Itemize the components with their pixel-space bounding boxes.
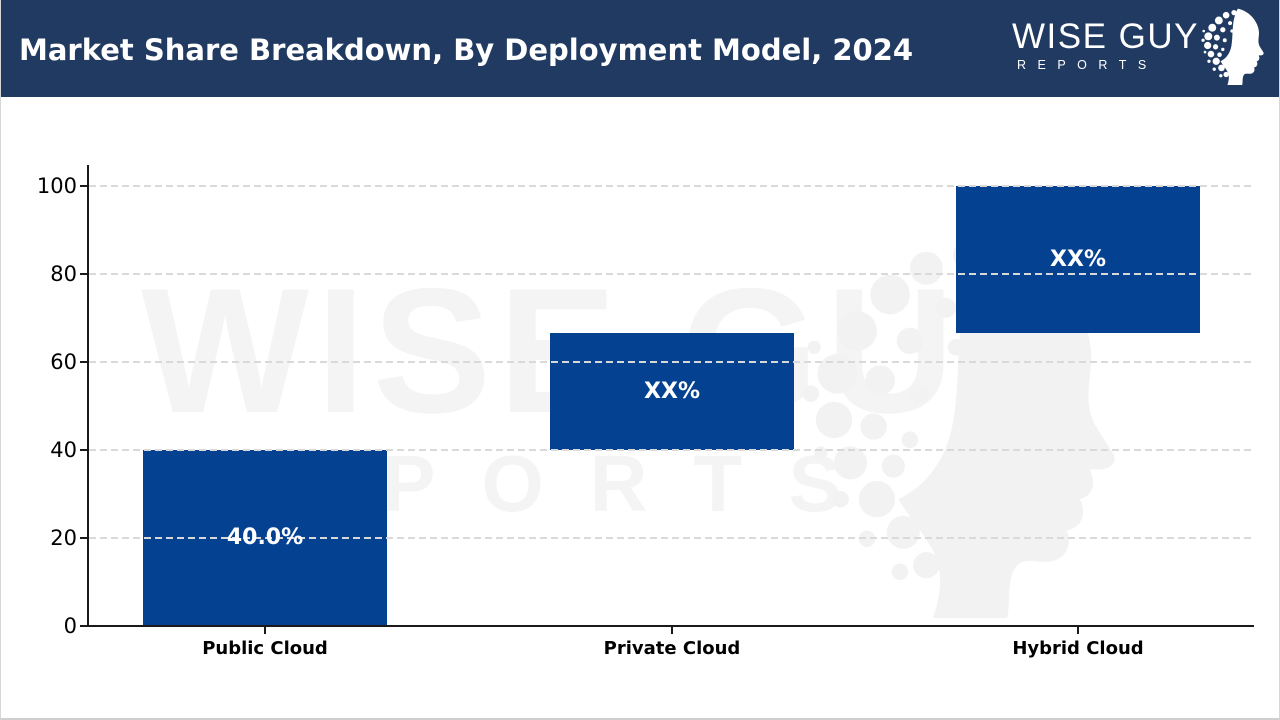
gridline (89, 537, 1253, 539)
bar-value-label: 40.0% (226, 525, 304, 550)
gridline (89, 185, 1253, 187)
y-tick-mark (80, 361, 88, 363)
y-tick-mark (80, 185, 88, 187)
gridline (89, 361, 1253, 363)
y-axis (87, 165, 89, 627)
bar (550, 333, 794, 450)
header: Market Share Breakdown, By Deployment Mo… (1, 0, 1279, 97)
logo-line1: WISE GUY (1011, 17, 1199, 57)
bar-value-label: XX% (644, 378, 700, 404)
x-category-label: Hybrid Cloud (1012, 638, 1144, 659)
dotted-head-icon (1201, 8, 1264, 85)
page-title: Market Share Breakdown, By Deployment Mo… (19, 33, 914, 67)
y-tick-mark (80, 449, 88, 451)
gridline (89, 449, 1253, 451)
x-category-label: Public Cloud (202, 638, 328, 659)
x-tick-mark (264, 627, 266, 634)
y-tick-label: 80 (50, 262, 77, 286)
y-tick-label: 0 (63, 614, 77, 638)
y-tick-label: 100 (36, 174, 77, 198)
y-tick-mark (80, 537, 88, 539)
x-axis (87, 625, 1254, 627)
gridline (89, 273, 1253, 275)
y-tick-label: 60 (50, 350, 77, 374)
x-category-label: Private Cloud (603, 638, 741, 659)
bar-value-label: XX% (1050, 246, 1106, 272)
y-tick-label: 20 (50, 526, 77, 550)
logo-wordmark: WISE GUY REPORTS (1011, 17, 1199, 72)
y-tick-mark (80, 625, 88, 627)
logo-line2: REPORTS (1016, 57, 1158, 72)
brand-logo: WISE GUY REPORTS (1012, 6, 1267, 85)
y-tick-mark (80, 273, 88, 275)
x-tick-mark (1077, 627, 1079, 634)
x-tick-mark (671, 627, 673, 634)
y-tick-label: 40 (50, 438, 77, 462)
